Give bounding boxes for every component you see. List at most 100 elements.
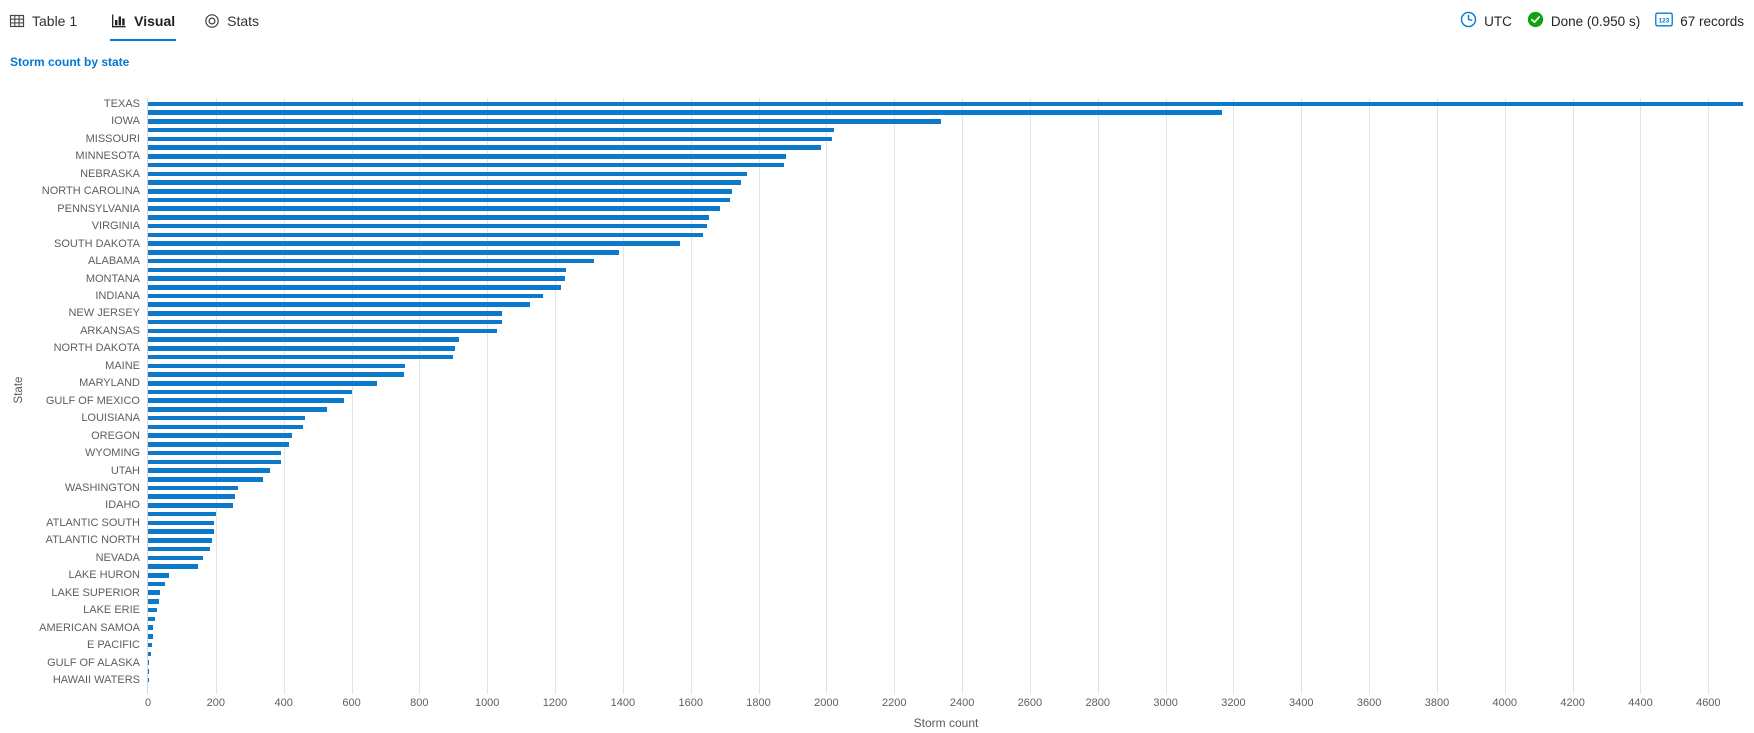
chart-bar[interactable] — [148, 215, 710, 220]
tab-table-1[interactable]: Table 1 — [9, 0, 77, 42]
chart-bar[interactable] — [148, 634, 153, 639]
chart-bar[interactable] — [148, 520, 215, 526]
svg-text:123: 123 — [1659, 17, 1670, 24]
chart-bar[interactable] — [148, 293, 543, 299]
timezone-selector[interactable]: UTC — [1460, 11, 1512, 31]
chart-bar[interactable] — [148, 337, 459, 342]
chart-bar[interactable] — [148, 651, 152, 657]
y-axis-label: ALABAMA — [88, 255, 140, 268]
chart-bar[interactable] — [148, 389, 353, 395]
chart-bar[interactable] — [148, 267, 567, 273]
x-axis-tick-label: 3600 — [1356, 697, 1382, 709]
chart-bar[interactable] — [148, 127, 834, 133]
tab-stats[interactable]: Stats — [204, 0, 259, 42]
chart-bar[interactable] — [148, 223, 707, 229]
chart-bar[interactable] — [148, 581, 166, 587]
chart-bar[interactable] — [148, 415, 306, 421]
y-axis-label: ATLANTIC SOUTH — [46, 516, 140, 529]
success-check-icon — [1527, 11, 1544, 31]
chart-bar[interactable] — [148, 145, 821, 150]
x-axis-tick-label: 0 — [144, 697, 152, 709]
y-axis-label: MAINE — [105, 359, 140, 372]
chart-bar[interactable] — [148, 380, 378, 386]
chart-title: Storm count by state — [10, 55, 130, 69]
chart-bar[interactable] — [148, 546, 211, 552]
chart-bar[interactable] — [148, 154, 787, 159]
y-axis-label: LAKE ERIE — [83, 604, 140, 617]
chart-bar[interactable] — [148, 162, 784, 168]
gridline — [826, 98, 828, 694]
chart-bar[interactable] — [148, 485, 238, 491]
number-123-icon: 123 — [1655, 12, 1674, 30]
chart-bar[interactable] — [148, 197, 730, 203]
chart-bar[interactable] — [148, 677, 149, 683]
x-axis-title: Storm count — [913, 716, 979, 730]
chart-bar[interactable] — [148, 241, 680, 246]
x-axis-tick-label: 2600 — [1017, 697, 1043, 709]
chart-bar[interactable] — [148, 276, 566, 281]
chart-bar[interactable] — [148, 407, 328, 412]
chart-bar[interactable] — [148, 433, 292, 438]
x-axis-tick-label: 3200 — [1221, 697, 1246, 709]
chart-bar[interactable] — [148, 346, 455, 351]
chart-bar[interactable] — [148, 668, 150, 674]
chart-bar[interactable] — [148, 363, 405, 369]
chart-bar[interactable] — [148, 136, 832, 142]
gridline — [215, 98, 217, 694]
chart-bar[interactable] — [148, 398, 344, 403]
chart-bar[interactable] — [148, 101, 1743, 107]
chart-bar[interactable] — [148, 642, 152, 648]
chart-bar[interactable] — [148, 424, 303, 430]
chart-bar[interactable] — [148, 503, 233, 508]
chart-bar[interactable] — [148, 564, 199, 569]
chart-bar[interactable] — [148, 354, 453, 360]
chart-bar[interactable] — [148, 171, 748, 177]
chart-bar[interactable] — [148, 442, 289, 447]
chart-bar[interactable] — [148, 660, 150, 665]
chart-bar[interactable] — [148, 284, 562, 290]
chart-bar[interactable] — [148, 590, 160, 595]
chart-bar[interactable] — [148, 494, 236, 499]
chart-bar[interactable] — [148, 110, 1222, 116]
chart-bar[interactable] — [148, 468, 271, 473]
chart-bar[interactable] — [148, 625, 154, 630]
chart-bar[interactable] — [148, 529, 215, 534]
chart-bar[interactable] — [148, 599, 159, 604]
chart-bar[interactable] — [148, 538, 212, 543]
chart-bar[interactable] — [148, 607, 158, 613]
chart-bar[interactable] — [148, 302, 530, 307]
chart-bar[interactable] — [148, 572, 170, 578]
tab-visual[interactable]: Visual — [110, 0, 177, 42]
chart-bar[interactable] — [148, 372, 405, 377]
x-axis-tick-label: 1600 — [678, 697, 703, 709]
chart-bar[interactable] — [148, 511, 217, 517]
chart-bar[interactable] — [148, 188, 732, 194]
gridline — [1029, 98, 1031, 694]
chart-bar[interactable] — [148, 180, 742, 185]
chart-bar[interactable] — [148, 119, 941, 124]
chart-bar[interactable] — [148, 328, 497, 334]
chart-bar[interactable] — [148, 459, 281, 465]
chart-bar[interactable] — [148, 258, 595, 264]
gridline — [1572, 98, 1574, 694]
chart-bar[interactable] — [148, 450, 282, 456]
x-axis-tick-label: 2400 — [949, 697, 975, 709]
chart-bar[interactable] — [148, 476, 264, 482]
y-axis-label: IDAHO — [105, 499, 140, 512]
tab-label: Visual — [134, 13, 176, 29]
y-axis-label: NEBRASKA — [80, 167, 140, 180]
chart-bar[interactable] — [148, 616, 156, 622]
chart-bar[interactable] — [148, 555, 204, 561]
record-count: 123 67 records — [1655, 12, 1744, 30]
x-axis-tick-label: 200 — [206, 697, 226, 709]
x-axis-tick-label: 1000 — [474, 697, 500, 709]
chart-bar[interactable] — [148, 319, 502, 325]
chart-bar[interactable] — [148, 232, 704, 238]
chart-bar[interactable] — [148, 206, 721, 212]
y-axis-label: ATLANTIC NORTH — [45, 534, 140, 547]
y-axis-label: ARKANSAS — [80, 324, 140, 337]
gridline — [1640, 98, 1642, 694]
chart-bar[interactable] — [148, 311, 503, 316]
chart-bar[interactable] — [148, 250, 620, 255]
stats-donut-icon — [204, 13, 220, 29]
